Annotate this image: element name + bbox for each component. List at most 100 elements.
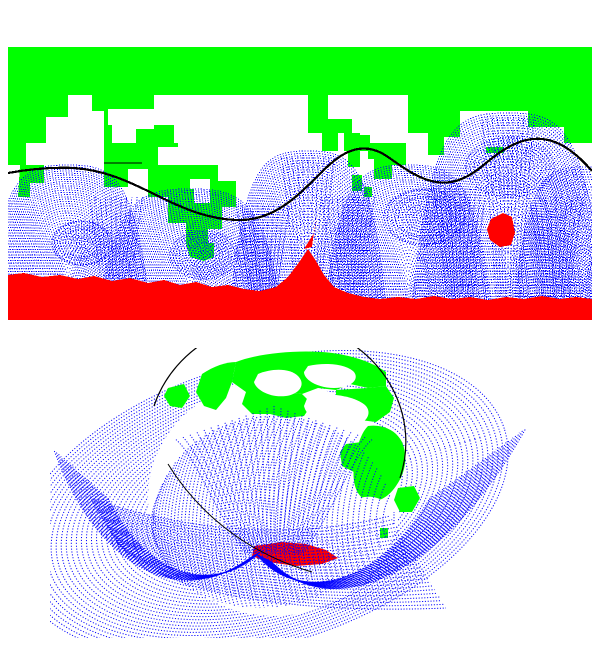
field-line xyxy=(224,422,261,555)
field-line xyxy=(439,150,577,312)
field-line xyxy=(369,475,382,556)
field-line xyxy=(442,156,574,312)
field-line xyxy=(454,186,459,314)
field-line xyxy=(65,460,253,580)
field-line xyxy=(100,491,260,576)
field-line xyxy=(285,420,317,555)
field-line xyxy=(77,470,255,578)
field-line xyxy=(241,204,255,314)
field-line xyxy=(391,256,425,316)
field-line xyxy=(534,196,548,314)
field-line xyxy=(207,422,232,602)
field-line xyxy=(54,221,110,265)
field-line xyxy=(14,198,122,312)
field-line xyxy=(448,164,568,312)
field-line xyxy=(485,227,531,312)
field-line xyxy=(372,226,444,316)
field-line xyxy=(326,196,340,316)
field-line xyxy=(282,228,334,310)
field-line xyxy=(249,176,367,310)
field-line xyxy=(261,473,464,585)
field-line xyxy=(375,483,386,548)
field-line xyxy=(446,161,570,312)
field-line xyxy=(557,231,592,312)
globe-field-shell xyxy=(80,390,444,618)
field-line xyxy=(349,196,354,316)
field-line xyxy=(252,415,279,609)
field-line xyxy=(352,196,360,316)
field-line xyxy=(117,196,122,316)
field-line xyxy=(297,434,359,555)
field-line xyxy=(270,208,346,310)
field-line xyxy=(189,434,251,555)
field-line xyxy=(86,479,257,578)
field-line xyxy=(296,156,304,308)
field-line xyxy=(529,196,545,314)
field-line xyxy=(336,179,480,316)
field-line xyxy=(8,191,128,312)
field-line xyxy=(342,196,347,316)
globe-ocean-layer xyxy=(254,364,391,530)
field-line xyxy=(284,232,332,310)
field-line xyxy=(383,188,465,246)
field-line xyxy=(81,474,256,578)
field-line xyxy=(180,438,202,589)
field-line xyxy=(528,186,592,312)
field-line xyxy=(10,194,126,312)
field-line xyxy=(367,219,449,316)
field-line xyxy=(8,164,151,312)
globe-limb-arc xyxy=(153,348,407,479)
field-line xyxy=(531,191,592,312)
field-line xyxy=(260,478,457,584)
field-line xyxy=(105,195,275,316)
field-line xyxy=(145,233,235,316)
field-line xyxy=(166,452,185,576)
field-line xyxy=(354,196,365,316)
field-line xyxy=(385,246,431,316)
field-line xyxy=(560,196,568,314)
field-line xyxy=(99,514,411,558)
field-line xyxy=(464,186,472,314)
field-line xyxy=(8,185,133,312)
field-line xyxy=(266,408,273,555)
field-line xyxy=(139,227,241,316)
field-line xyxy=(102,517,415,565)
field-line xyxy=(112,534,435,593)
field-line xyxy=(187,432,211,594)
field-line xyxy=(96,508,404,549)
field-line xyxy=(343,188,473,316)
field-line xyxy=(567,196,583,314)
field-line xyxy=(173,444,194,583)
field-line xyxy=(171,264,209,316)
field-line xyxy=(275,216,341,310)
field-line xyxy=(240,164,376,310)
field-line xyxy=(477,144,543,190)
field-line xyxy=(73,236,91,250)
field-line xyxy=(24,212,112,312)
field-line xyxy=(382,495,391,538)
field-line xyxy=(12,196,124,312)
field-line xyxy=(402,278,414,316)
field-line xyxy=(289,425,331,555)
closed-region-layer xyxy=(8,213,592,320)
field-line xyxy=(93,503,397,540)
field-line xyxy=(238,417,265,555)
field-line xyxy=(26,215,110,312)
field-line xyxy=(563,241,592,312)
field-line xyxy=(99,196,110,316)
field-line xyxy=(110,196,115,316)
field-line xyxy=(8,174,142,312)
field-line xyxy=(466,186,477,314)
field-line xyxy=(513,166,592,312)
field-line xyxy=(239,416,266,608)
field-line xyxy=(127,215,253,316)
field-line xyxy=(474,206,542,312)
field-line xyxy=(117,206,263,316)
field-line xyxy=(302,156,307,308)
field-line xyxy=(354,201,462,316)
field-line xyxy=(330,172,486,316)
field-line xyxy=(238,162,378,310)
field-line xyxy=(210,427,257,555)
field-line xyxy=(143,231,237,316)
field-line xyxy=(229,150,387,310)
